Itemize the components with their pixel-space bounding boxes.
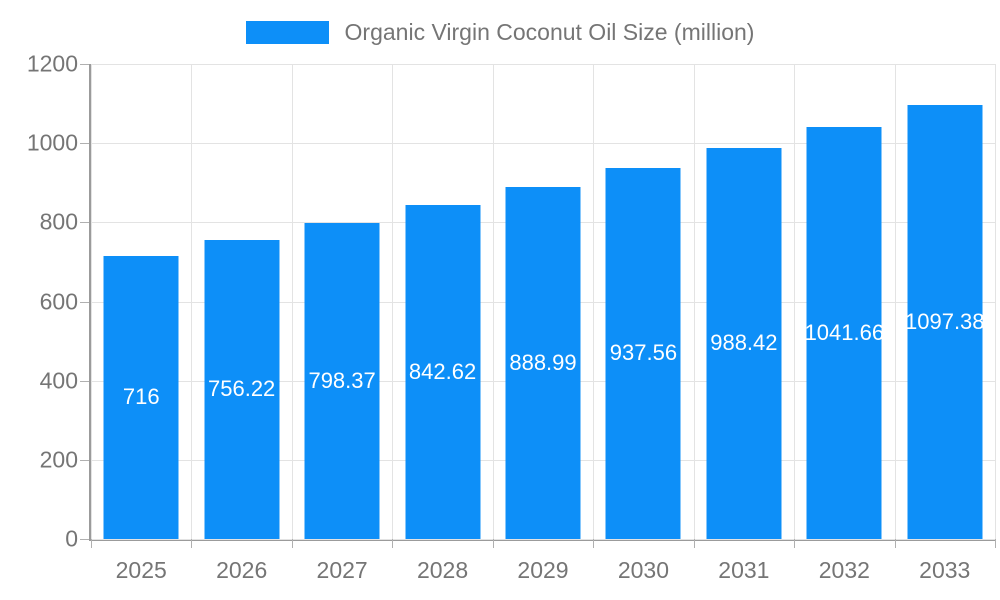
x-tick-label: 2025 [115, 557, 167, 583]
bar-2032[interactable]: 1041.66 [804, 126, 885, 539]
v-gridline [492, 64, 494, 539]
legend-swatch-icon [245, 21, 329, 44]
x-tick-label: 2026 [216, 557, 268, 583]
bar-2030[interactable]: 937.56 [605, 167, 681, 539]
x-tick-label: 2027 [316, 557, 368, 583]
legend-label: Organic Virgin Coconut Oil Size (million… [344, 19, 755, 45]
v-gridline [894, 64, 896, 539]
y-tick-label: 600 [39, 288, 78, 314]
bar-value-label: 937.56 [609, 340, 678, 366]
v-gridline [191, 64, 193, 539]
bar-2025[interactable]: 716 [103, 255, 179, 539]
x-axis-tick [693, 539, 695, 548]
h-gridline [91, 64, 995, 65]
x-axis-tick [995, 539, 996, 548]
x-tick-label: 2029 [517, 557, 569, 583]
h-gridline [91, 539, 995, 540]
h-gridline [91, 143, 995, 145]
y-tick-label: 1200 [26, 50, 78, 77]
y-axis-tick [80, 380, 89, 382]
bar-2028[interactable]: 842.62 [405, 205, 481, 539]
x-tick-label: 2032 [818, 557, 870, 583]
x-axis-tick [593, 539, 595, 548]
bar-value-label: 842.62 [408, 359, 477, 385]
bar-2033[interactable]: 1097.38 [905, 104, 985, 539]
bar-value-label: 1097.38 [905, 308, 985, 334]
bar-2027[interactable]: 798.37 [304, 222, 380, 539]
bar-2026[interactable]: 756.22 [204, 239, 280, 539]
y-axis-tick [80, 301, 89, 303]
x-axis-tick [392, 539, 394, 548]
y-tick-label: 800 [39, 208, 78, 235]
x-axis-tick [291, 539, 293, 548]
legend: Organic Virgin Coconut Oil Size (million… [0, 19, 1000, 46]
bar-value-label: 756.22 [208, 376, 276, 402]
plot-area: 0 200 400 600 800 1000 1200 716 2025 756.22 2026 79… [27, 51, 996, 583]
legend-item[interactable]: Organic Virgin Coconut Oil Size (million… [245, 19, 755, 46]
y-axis-tick [80, 222, 89, 224]
x-axis-tick [492, 539, 494, 548]
y-tick-label: 0 [65, 525, 78, 552]
bar-2031[interactable]: 988.42 [706, 147, 782, 539]
y-axis-tick [80, 64, 89, 65]
x-tick-label: 2033 [919, 557, 971, 583]
v-gridline [693, 64, 695, 539]
v-gridline [995, 64, 996, 539]
bar-2029[interactable]: 888.99 [505, 187, 581, 539]
x-tick-label: 2028 [416, 557, 469, 583]
x-axis-tick [91, 539, 92, 548]
y-axis-tick [80, 539, 89, 540]
y-tick-label: 400 [39, 367, 78, 394]
bar-value-label: 988.42 [710, 330, 778, 356]
bar-value-label: 1041.66 [804, 319, 885, 345]
y-tick-label: 200 [39, 446, 78, 473]
x-axis-tick [191, 539, 193, 548]
y-axis-tick [80, 459, 89, 461]
v-gridline [291, 64, 293, 539]
x-tick-label: 2031 [718, 557, 770, 583]
bar-value-label: 888.99 [509, 350, 577, 376]
v-gridline [593, 64, 595, 539]
v-gridline [91, 64, 92, 539]
y-axis-tick [80, 143, 89, 145]
v-gridline [794, 64, 796, 539]
v-gridline [392, 64, 394, 539]
y-tick-label: 1000 [26, 129, 78, 156]
x-axis-tick [794, 539, 796, 548]
bar-value-label: 798.37 [308, 367, 376, 393]
bar-value-label: 716 [122, 384, 160, 410]
x-tick-label: 2030 [617, 557, 670, 583]
x-axis-tick [894, 539, 896, 548]
